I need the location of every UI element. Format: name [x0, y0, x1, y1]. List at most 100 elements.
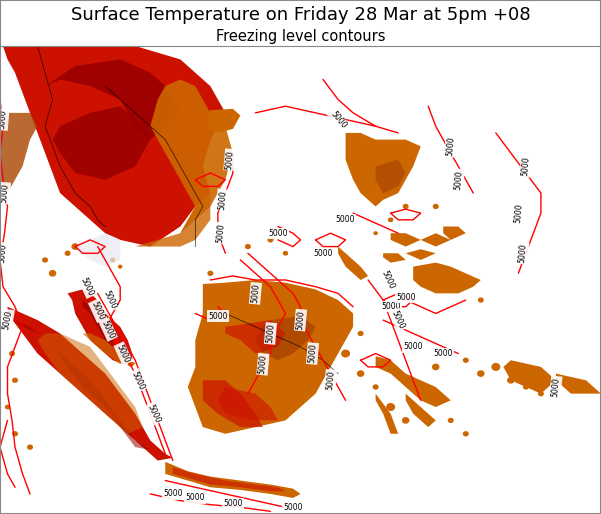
- Circle shape: [492, 363, 501, 371]
- Text: 5000: 5000: [102, 289, 118, 311]
- Polygon shape: [3, 46, 225, 247]
- Polygon shape: [37, 334, 142, 434]
- Circle shape: [418, 391, 424, 396]
- Circle shape: [64, 251, 70, 256]
- Circle shape: [463, 284, 469, 289]
- Polygon shape: [173, 467, 285, 491]
- Circle shape: [402, 417, 409, 424]
- Text: 5000: 5000: [381, 302, 400, 311]
- Circle shape: [12, 431, 18, 436]
- Circle shape: [403, 204, 409, 209]
- Circle shape: [433, 204, 439, 209]
- Text: 5000: 5000: [250, 283, 261, 303]
- Text: 5000: 5000: [379, 269, 396, 291]
- Polygon shape: [53, 106, 150, 180]
- Polygon shape: [150, 80, 233, 233]
- Text: 5000: 5000: [268, 229, 288, 237]
- Circle shape: [283, 251, 288, 255]
- Circle shape: [267, 237, 273, 243]
- Circle shape: [49, 270, 56, 277]
- Polygon shape: [128, 360, 135, 367]
- Polygon shape: [406, 249, 436, 260]
- Text: 5000: 5000: [79, 276, 96, 298]
- Text: 5000: 5000: [223, 499, 243, 508]
- Text: 5000: 5000: [313, 249, 333, 258]
- Circle shape: [463, 358, 469, 363]
- Text: 5000: 5000: [225, 150, 235, 170]
- Text: 5000: 5000: [115, 343, 132, 364]
- Circle shape: [538, 391, 544, 396]
- Polygon shape: [504, 360, 556, 394]
- Text: 5000: 5000: [0, 243, 8, 263]
- Text: 5000: 5000: [307, 343, 318, 363]
- Polygon shape: [421, 233, 451, 247]
- Text: 5000: 5000: [336, 215, 355, 224]
- Text: 5000: 5000: [445, 136, 456, 156]
- Text: 5000: 5000: [433, 349, 453, 358]
- Text: 5000: 5000: [403, 342, 423, 352]
- Polygon shape: [443, 227, 466, 240]
- Circle shape: [478, 298, 484, 303]
- Text: 5000: 5000: [90, 300, 106, 321]
- Text: 5000: 5000: [513, 203, 523, 223]
- Circle shape: [72, 243, 79, 250]
- Polygon shape: [67, 289, 132, 364]
- Polygon shape: [203, 380, 263, 427]
- Text: 5000: 5000: [1, 310, 14, 331]
- Text: 5000: 5000: [100, 319, 117, 340]
- Text: 5000: 5000: [517, 243, 528, 263]
- Polygon shape: [383, 253, 406, 263]
- Circle shape: [357, 370, 364, 377]
- Text: 5000: 5000: [396, 293, 415, 302]
- Circle shape: [27, 445, 33, 450]
- Polygon shape: [338, 247, 368, 280]
- Polygon shape: [346, 133, 421, 207]
- Polygon shape: [255, 316, 316, 360]
- Circle shape: [477, 370, 484, 377]
- Circle shape: [207, 271, 213, 276]
- Text: 5000: 5000: [0, 109, 8, 130]
- Text: 5000: 5000: [130, 370, 147, 391]
- Text: 5000: 5000: [217, 190, 228, 210]
- Polygon shape: [0, 113, 37, 193]
- Circle shape: [252, 290, 259, 297]
- Circle shape: [341, 350, 350, 358]
- Polygon shape: [413, 263, 481, 293]
- Polygon shape: [45, 60, 180, 140]
- Text: 5000: 5000: [520, 156, 531, 176]
- Text: 5000: 5000: [390, 309, 406, 331]
- Circle shape: [110, 258, 115, 262]
- Polygon shape: [83, 334, 128, 364]
- Polygon shape: [391, 233, 421, 247]
- Circle shape: [42, 258, 48, 263]
- Text: 5000: 5000: [145, 403, 162, 425]
- Circle shape: [5, 405, 10, 410]
- Polygon shape: [188, 280, 353, 434]
- Circle shape: [358, 331, 364, 336]
- Circle shape: [523, 384, 529, 390]
- Polygon shape: [225, 320, 285, 354]
- Polygon shape: [218, 387, 278, 420]
- Text: 5000: 5000: [325, 370, 336, 391]
- Text: 5000: 5000: [258, 354, 268, 374]
- Circle shape: [12, 378, 18, 383]
- Circle shape: [245, 244, 251, 249]
- Text: 5000: 5000: [208, 311, 228, 321]
- Circle shape: [432, 363, 439, 370]
- Text: 5000: 5000: [328, 109, 348, 130]
- Text: 5000: 5000: [453, 170, 463, 190]
- Circle shape: [463, 431, 469, 436]
- Circle shape: [386, 403, 395, 411]
- Text: 5000: 5000: [186, 493, 205, 503]
- Text: 5000: 5000: [0, 183, 10, 203]
- Polygon shape: [165, 462, 300, 498]
- Circle shape: [373, 231, 378, 235]
- Text: 5000: 5000: [265, 323, 276, 343]
- Text: 5000: 5000: [163, 489, 183, 499]
- Text: 5000: 5000: [551, 377, 561, 397]
- Text: 5000: 5000: [295, 310, 306, 330]
- Polygon shape: [207, 109, 240, 133]
- Polygon shape: [376, 356, 451, 407]
- Circle shape: [9, 351, 15, 356]
- Circle shape: [448, 418, 454, 423]
